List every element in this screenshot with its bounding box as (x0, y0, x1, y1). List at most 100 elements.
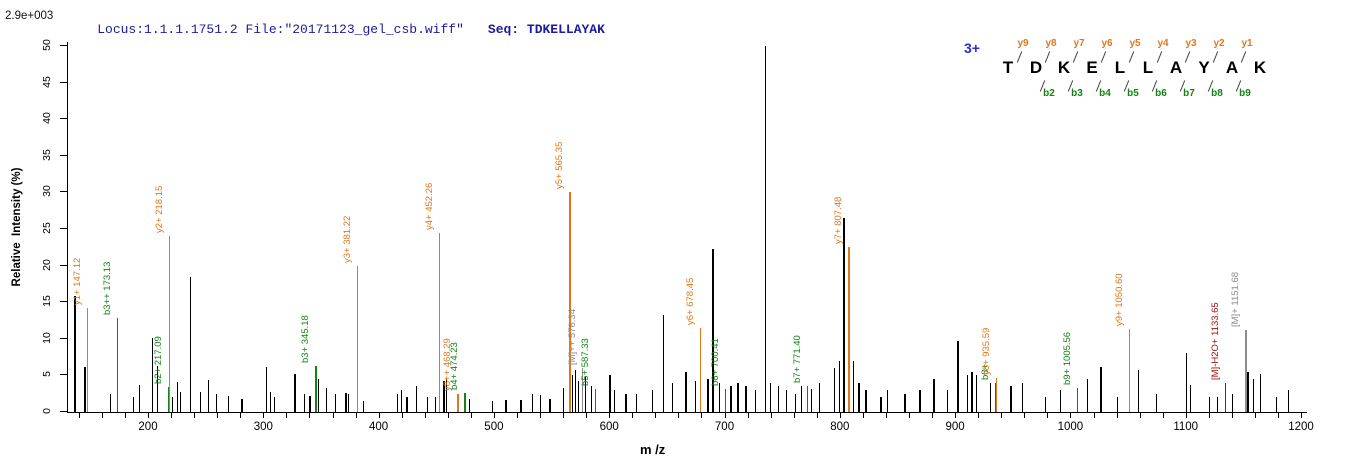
peak (491, 401, 493, 412)
x-axis-tick-label: 200 (138, 421, 158, 433)
x-axis-tick (378, 413, 380, 418)
b-ion-label: b6 (1155, 88, 1167, 99)
b-ion-label: b4 (1099, 88, 1111, 99)
peak-label: y6+ 678.45 (684, 277, 696, 325)
b-ion-label: b9 (1239, 88, 1251, 99)
peak (1010, 386, 1012, 412)
x-axis-tick-label: 1000 (1057, 421, 1084, 433)
x-axis-tick (1024, 413, 1026, 418)
peak (594, 388, 596, 412)
peak (168, 236, 171, 412)
peak (273, 397, 276, 412)
peak (294, 373, 296, 412)
peak (415, 386, 417, 412)
peak-label: b5+ 587.33 (579, 337, 591, 386)
peak (157, 365, 159, 412)
y-axis-tick (60, 45, 67, 46)
sequence-label: Seq: TDKELLAYAK (487, 22, 605, 37)
peak (563, 387, 565, 412)
peak (800, 386, 802, 412)
x-axis-tick (401, 413, 403, 418)
y-axis-tick (60, 301, 67, 303)
x-axis-tick (447, 413, 449, 418)
x-axis-tick (171, 413, 173, 418)
peak (769, 382, 771, 412)
peptide-residue: K (1253, 58, 1267, 77)
y-axis-tick (60, 337, 67, 339)
x-axis-tick (1231, 413, 1233, 418)
peak (1247, 371, 1249, 412)
peak (957, 341, 959, 412)
peak (852, 360, 854, 412)
peak (464, 393, 466, 412)
peak-label: b6+ 700.41 (710, 337, 721, 386)
y-axis-tick-label: 40 (41, 112, 53, 125)
peak (270, 391, 272, 412)
peak (880, 397, 882, 412)
peak (427, 397, 429, 412)
y-ion-label: y8 (1045, 38, 1057, 49)
peak (819, 382, 821, 412)
peak (725, 388, 727, 412)
x-axis-tick (1047, 413, 1049, 418)
x-axis-tick (678, 413, 680, 418)
peak (1137, 370, 1140, 412)
b-ion-label: b3 (1071, 88, 1083, 99)
peak (309, 395, 311, 412)
peak (74, 296, 76, 412)
peak (777, 386, 779, 412)
y-ion-label: y7 (1073, 38, 1085, 49)
peptide-residue: Y (1198, 58, 1210, 77)
x-axis-tick (148, 413, 149, 418)
x-axis-tick-label: 1200 (1288, 421, 1314, 433)
x-axis-tick (1254, 413, 1256, 418)
y-ion-label: y2 (1213, 38, 1225, 49)
x-axis-tick (955, 413, 957, 418)
x-axis-tick (493, 413, 495, 418)
peak (241, 398, 243, 412)
peak (133, 397, 135, 412)
y-ion-label: y9 (1017, 38, 1029, 49)
y-axis-tick-label: 30 (41, 185, 53, 198)
x-axis-tick (332, 413, 334, 418)
peak-label: y7+ 807.48 (833, 196, 845, 244)
peak (581, 368, 584, 412)
x-axis-tick (770, 413, 772, 418)
y-axis-tick (60, 374, 67, 376)
peak (1189, 384, 1192, 412)
peak (613, 390, 616, 412)
x-axis-tick (909, 413, 910, 418)
peptide-residue: L (1142, 58, 1154, 77)
peak (325, 387, 327, 412)
peak (468, 398, 470, 412)
x-axis-tick (1162, 413, 1164, 418)
peak (1128, 328, 1131, 412)
peak-label: y8+ 935.59 (981, 327, 993, 375)
x-axis-tick (655, 413, 657, 418)
y-axis-tick (60, 228, 67, 229)
b-ion-label: b7 (1183, 88, 1195, 99)
x-axis-tick (355, 413, 357, 418)
x-axis-tick (563, 413, 565, 418)
peak (699, 327, 702, 412)
x-axis-tick (885, 413, 887, 418)
peak (811, 388, 813, 412)
x-axis-tick-label: 700 (714, 421, 735, 433)
peptide-residue: E (1086, 58, 1098, 77)
peak (1208, 397, 1211, 412)
peak (505, 400, 507, 412)
y-axis-tick-label: 0 (41, 408, 53, 414)
peak (356, 265, 359, 412)
peak (435, 397, 437, 412)
peak (571, 375, 574, 412)
peak-label: y4+ 452.26 (423, 182, 435, 230)
x-axis-tick (217, 413, 219, 418)
peak-label: b4+ 474.23 (449, 342, 461, 390)
peak-label: [M]++ 576.34 (566, 309, 578, 366)
x-axis-tick (839, 413, 841, 418)
x-axis-tick (1185, 413, 1187, 418)
x-axis-tick (793, 413, 795, 418)
y-ion-label: y1 (1241, 38, 1253, 49)
